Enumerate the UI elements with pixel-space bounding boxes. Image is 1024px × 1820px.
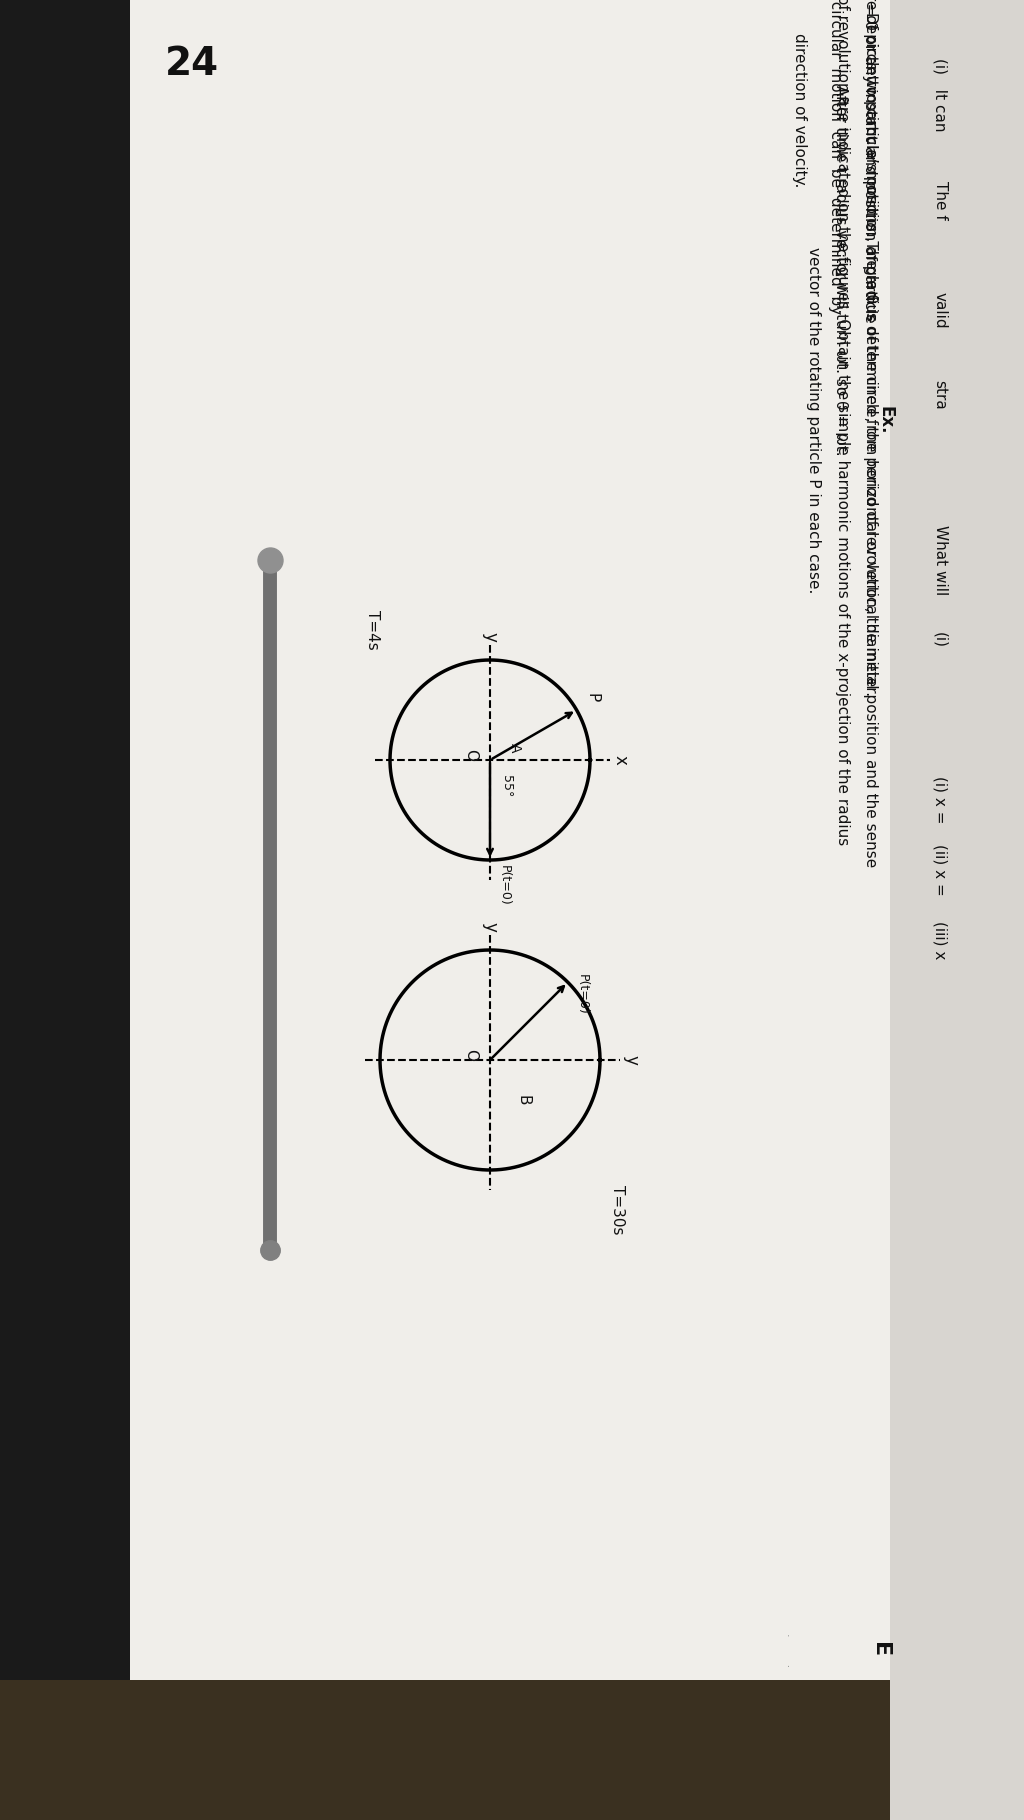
Text: (e)   By joining centre of circle to particle’s position, angle θ is determined : (e) By joining centre of circle to parti… [862, 0, 878, 695]
Text: of revolution are indicated on the figures. Obtain the simple harmonic motions o: of revolution are indicated on the figur… [835, 0, 850, 844]
Text: direction of velocity.: direction of velocity. [793, 33, 808, 187]
Text: diameter at t = 0 or any instant and position of particle: diameter at t = 0 or any instant and pos… [862, 0, 878, 322]
Text: O: O [463, 1048, 478, 1061]
Text: What will: What will [933, 524, 947, 595]
Text: 24: 24 [165, 46, 219, 84]
Text: After time t radius vector will turn ωt. so θ = ωt.: After time t radius vector will turn ωt.… [833, 86, 848, 455]
Text: P(t=0): P(t=0) [575, 974, 589, 1016]
Text: (i)   It can: (i) It can [933, 58, 947, 131]
Text: vector of the rotating particle P in each case.: vector of the rotating particle P in eac… [807, 248, 821, 593]
Text: (ii) x =: (ii) x = [933, 844, 947, 895]
Text: T=30s: T=30s [610, 1185, 625, 1234]
Bar [890, 0, 1024, 1820]
Text: P(t=0): P(t=0) [498, 864, 511, 906]
Text: A: A [508, 743, 522, 753]
Text: .            .: . . [785, 1633, 795, 1667]
Text: Ex.: Ex. [876, 406, 894, 435]
Text: B: B [515, 1096, 530, 1105]
Text: (i) x =: (i) x = [933, 777, 947, 824]
Bar [130, 0, 890, 1680]
Text: valid: valid [933, 291, 947, 328]
Text: P: P [585, 693, 600, 703]
Bar [0, 1680, 1024, 1820]
Text: performing  circular  motion  can  be  determined  by: performing circular motion can be determ… [827, 0, 843, 315]
Text: stra: stra [933, 380, 947, 410]
Text: Depicts two circular motions. The radius of the circle, the period of revolution: Depicts two circular motions. The radius… [862, 0, 878, 866]
Text: E: E [870, 1642, 890, 1658]
Text: (iii) x: (iii) x [933, 921, 947, 959]
Text: x: x [612, 755, 630, 764]
Text: 55°: 55° [500, 775, 513, 797]
Text: y: y [481, 632, 499, 642]
Text: y: y [622, 1056, 640, 1065]
Text: T=4s: T=4s [365, 610, 380, 650]
Text: y: y [481, 923, 499, 932]
Text: O: O [463, 750, 478, 761]
Text: (i): (i) [933, 632, 947, 648]
Text: The f: The f [933, 180, 947, 220]
Bar [0, 0, 130, 1820]
